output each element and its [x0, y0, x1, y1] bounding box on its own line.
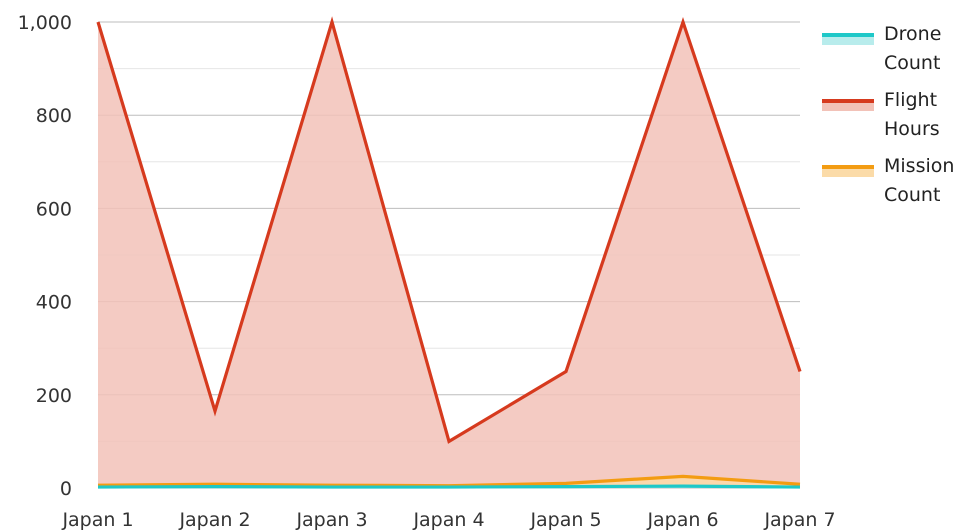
- legend-label: Mission Count: [884, 155, 955, 206]
- legend-item-drone-count[interactable]: Drone Count: [822, 20, 972, 86]
- area-flight-hours: [98, 22, 800, 488]
- x-tick-label: Japan 7: [763, 509, 835, 531]
- x-tick-label: Japan 1: [61, 509, 133, 531]
- legend-item-flight-hours[interactable]: Flight Hours: [822, 86, 972, 152]
- y-tick-label: 0: [60, 478, 72, 500]
- y-tick-label: 800: [36, 105, 72, 127]
- legend-item-mission-count[interactable]: Mission Count: [822, 152, 972, 218]
- series-lines: [96, 16, 802, 489]
- x-tick-label: Japan 4: [412, 509, 484, 531]
- legend-label: Flight Hours: [884, 89, 940, 140]
- y-tick-label: 200: [36, 385, 72, 407]
- y-axis-ticks: 0 200 400 600 800 1,000: [18, 12, 72, 500]
- line-flight-hours: [96, 16, 802, 444]
- legend-swatch-flight-hours: [822, 99, 874, 111]
- legend-label: Drone Count: [884, 23, 942, 74]
- x-tick-label: Japan 3: [295, 509, 367, 531]
- x-tick-label: Japan 6: [646, 509, 718, 531]
- legend-swatch-drone-count: [822, 33, 874, 45]
- legend-swatch-mission-count: [822, 165, 874, 177]
- x-tick-label: Japan 5: [529, 509, 601, 531]
- y-tick-label: 400: [36, 292, 72, 314]
- y-tick-label: 1,000: [18, 12, 72, 34]
- line-drone-count: [97, 484, 801, 489]
- x-axis-ticks: Japan 1 Japan 2 Japan 3 Japan 4 Japan 5 Japan…: [61, 509, 835, 531]
- x-tick-label: Japan 2: [178, 509, 250, 531]
- legend: Drone Count Flight Hours Mission Count: [822, 20, 972, 218]
- y-tick-label: 600: [36, 198, 72, 220]
